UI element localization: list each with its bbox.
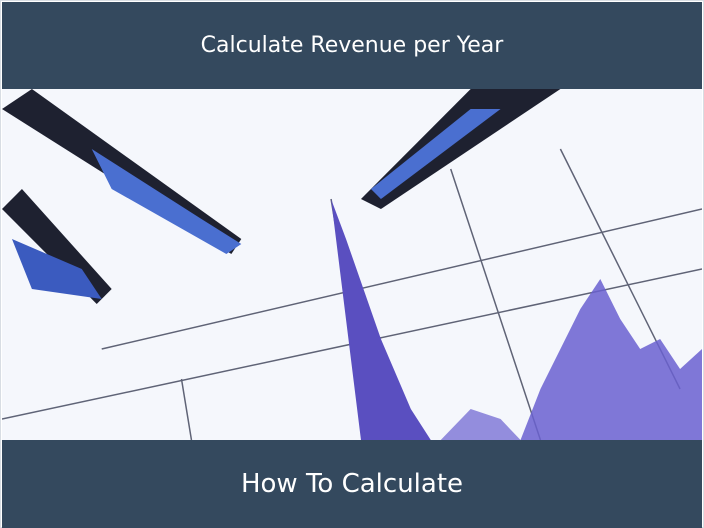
pens-on-chart-illustration-icon [2,89,702,440]
header-banner: Calculate Revenue per Year [2,2,702,89]
footer-banner: How To Calculate [2,440,702,528]
page-title: Calculate Revenue per Year [200,33,504,58]
pens-on-chart-image [2,89,702,440]
footer-caption: How To Calculate [240,469,464,499]
